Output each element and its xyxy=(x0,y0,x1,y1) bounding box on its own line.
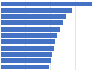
Bar xyxy=(1,46,54,51)
Bar xyxy=(1,1,92,6)
Bar xyxy=(1,8,72,13)
Bar xyxy=(1,27,60,32)
Bar xyxy=(1,20,63,25)
Bar xyxy=(1,14,66,19)
Bar xyxy=(1,33,57,38)
Bar xyxy=(1,39,55,44)
Bar xyxy=(1,65,49,70)
Bar xyxy=(1,52,52,57)
Bar xyxy=(1,58,51,63)
